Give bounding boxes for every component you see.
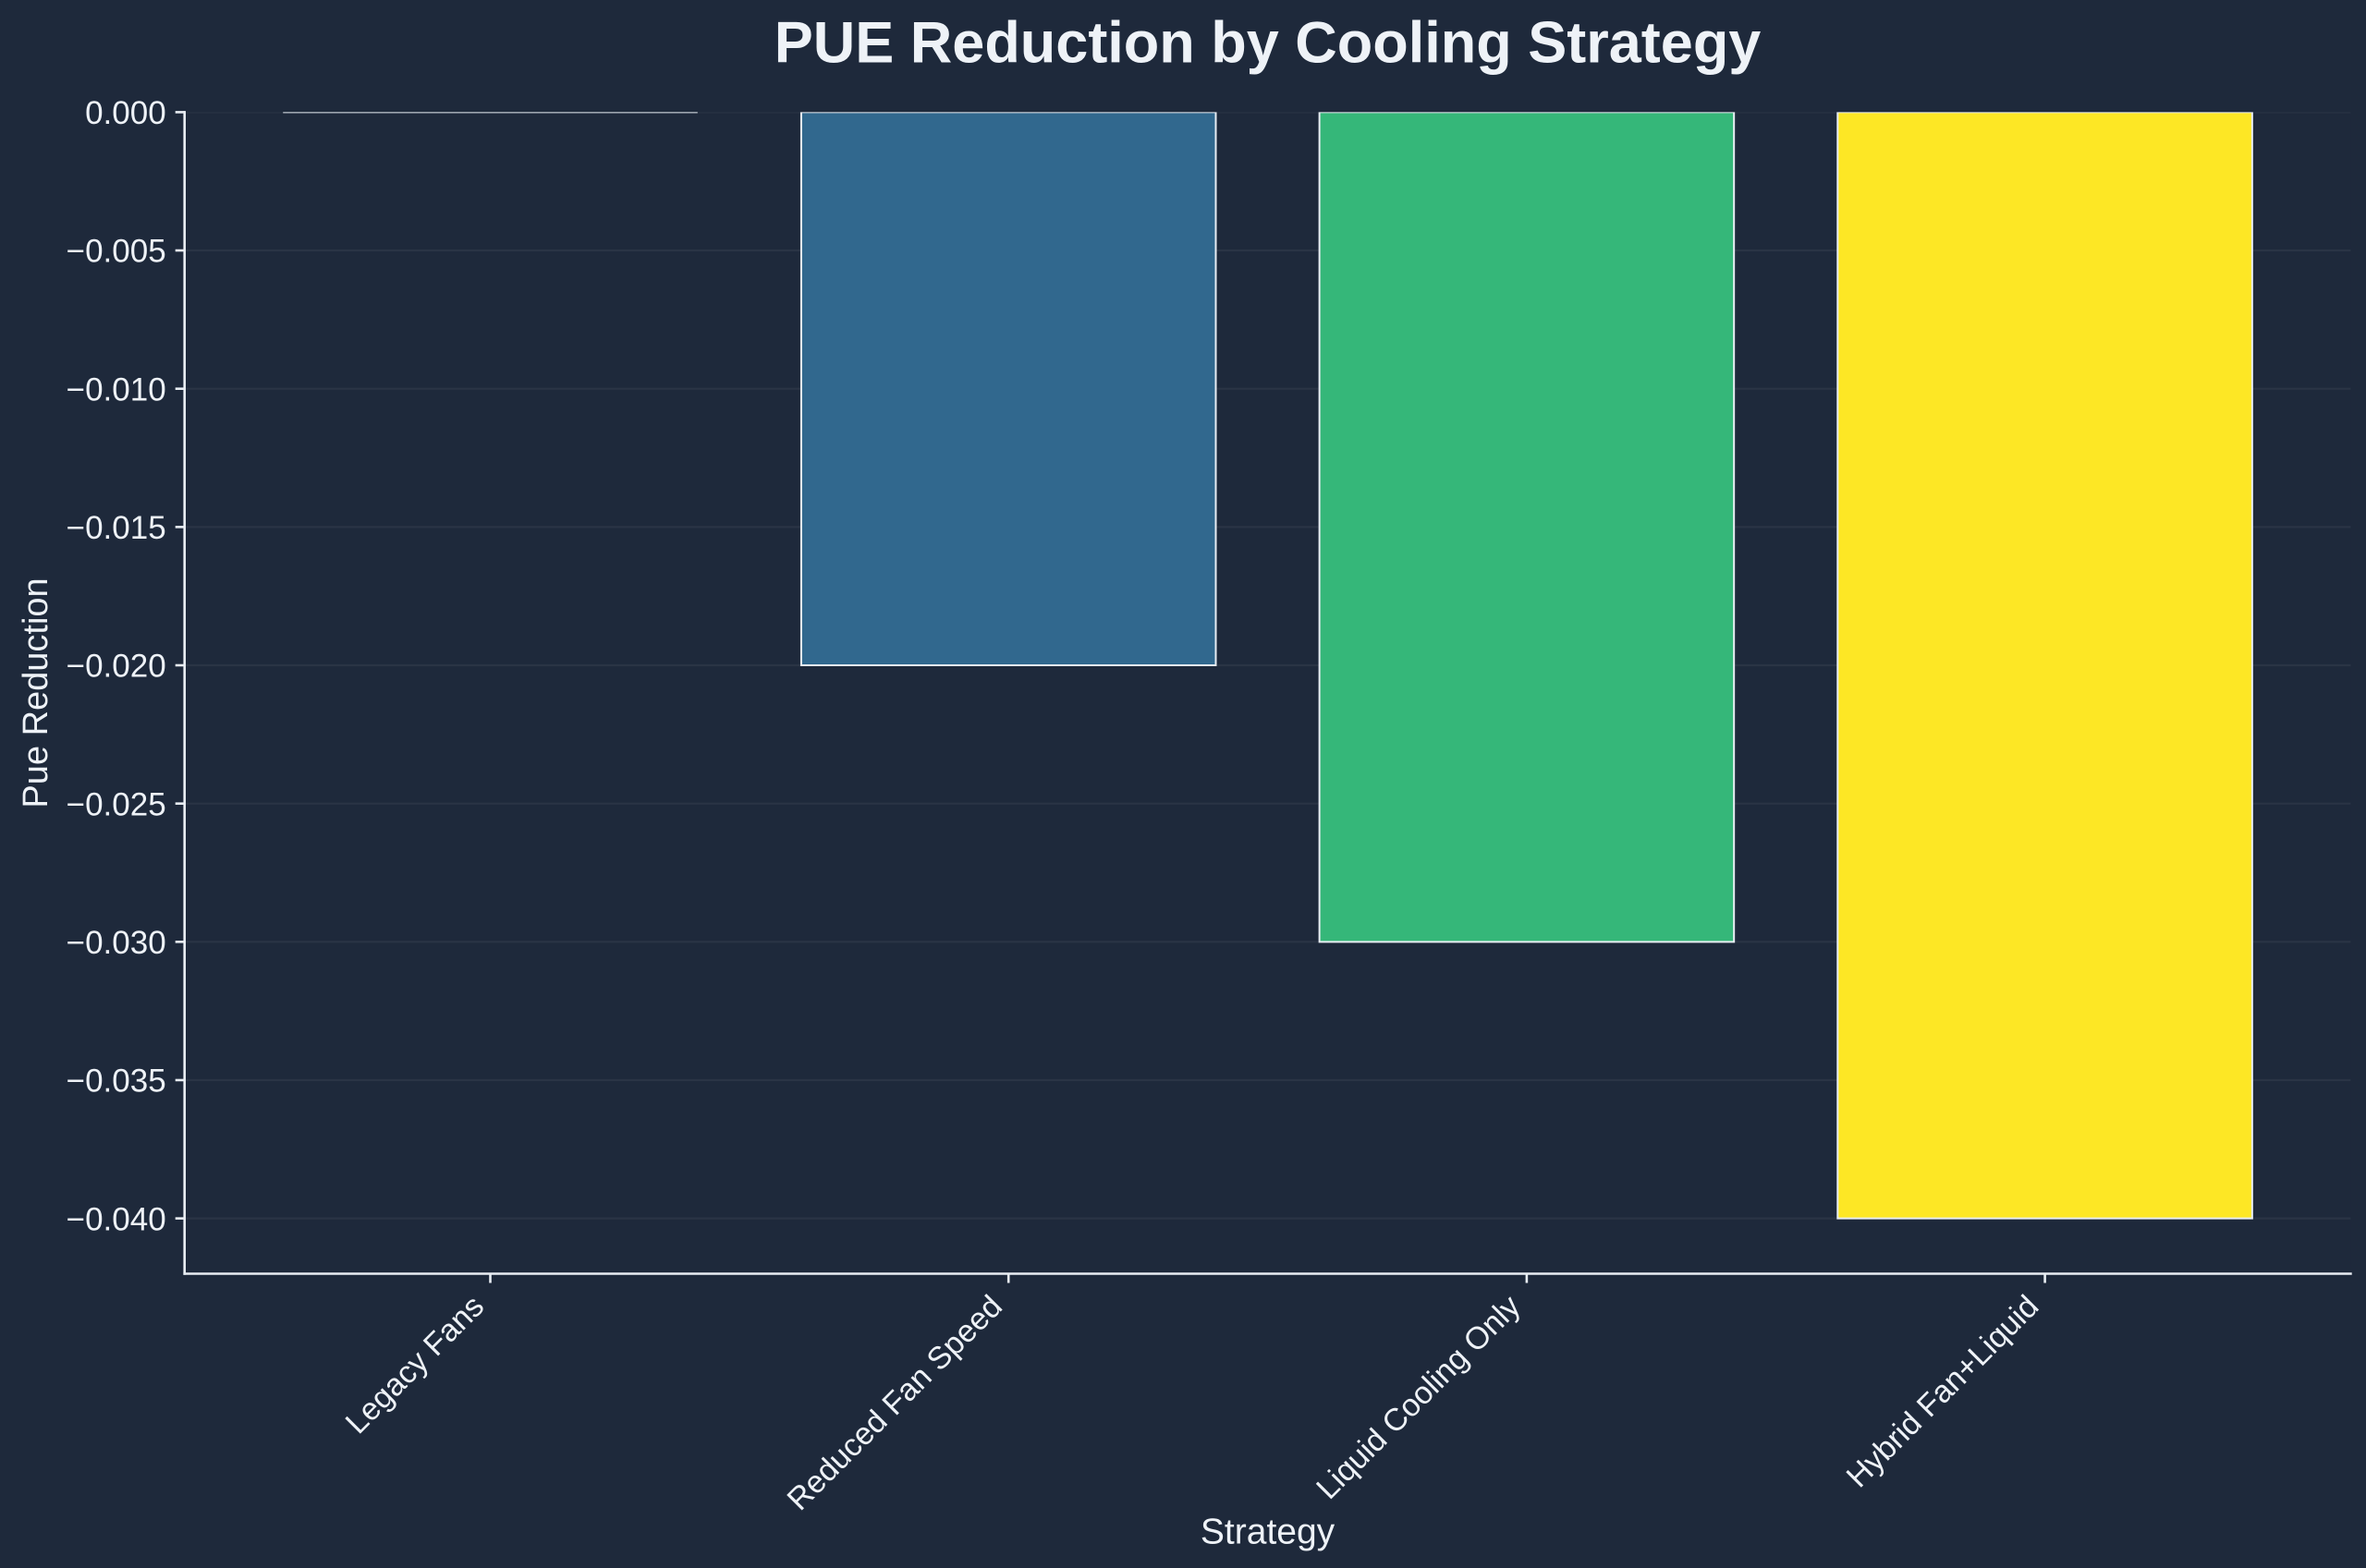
svg-text:−0.025: −0.025: [67, 786, 166, 822]
svg-text:−0.010: −0.010: [67, 371, 166, 407]
svg-text:Pue Reduction: Pue Reduction: [17, 577, 55, 808]
svg-text:−0.030: −0.030: [67, 925, 166, 961]
svg-text:−0.035: −0.035: [67, 1064, 166, 1100]
svg-text:PUE Reduction by Cooling Strat: PUE Reduction by Cooling Strategy: [774, 10, 1762, 75]
svg-text:Strategy: Strategy: [1201, 1513, 1335, 1552]
svg-text:0.000: 0.000: [85, 95, 166, 131]
svg-text:−0.015: −0.015: [67, 510, 166, 546]
svg-text:−0.020: −0.020: [67, 649, 166, 685]
svg-text:−0.040: −0.040: [67, 1201, 166, 1237]
svg-text:−0.005: −0.005: [67, 234, 166, 270]
